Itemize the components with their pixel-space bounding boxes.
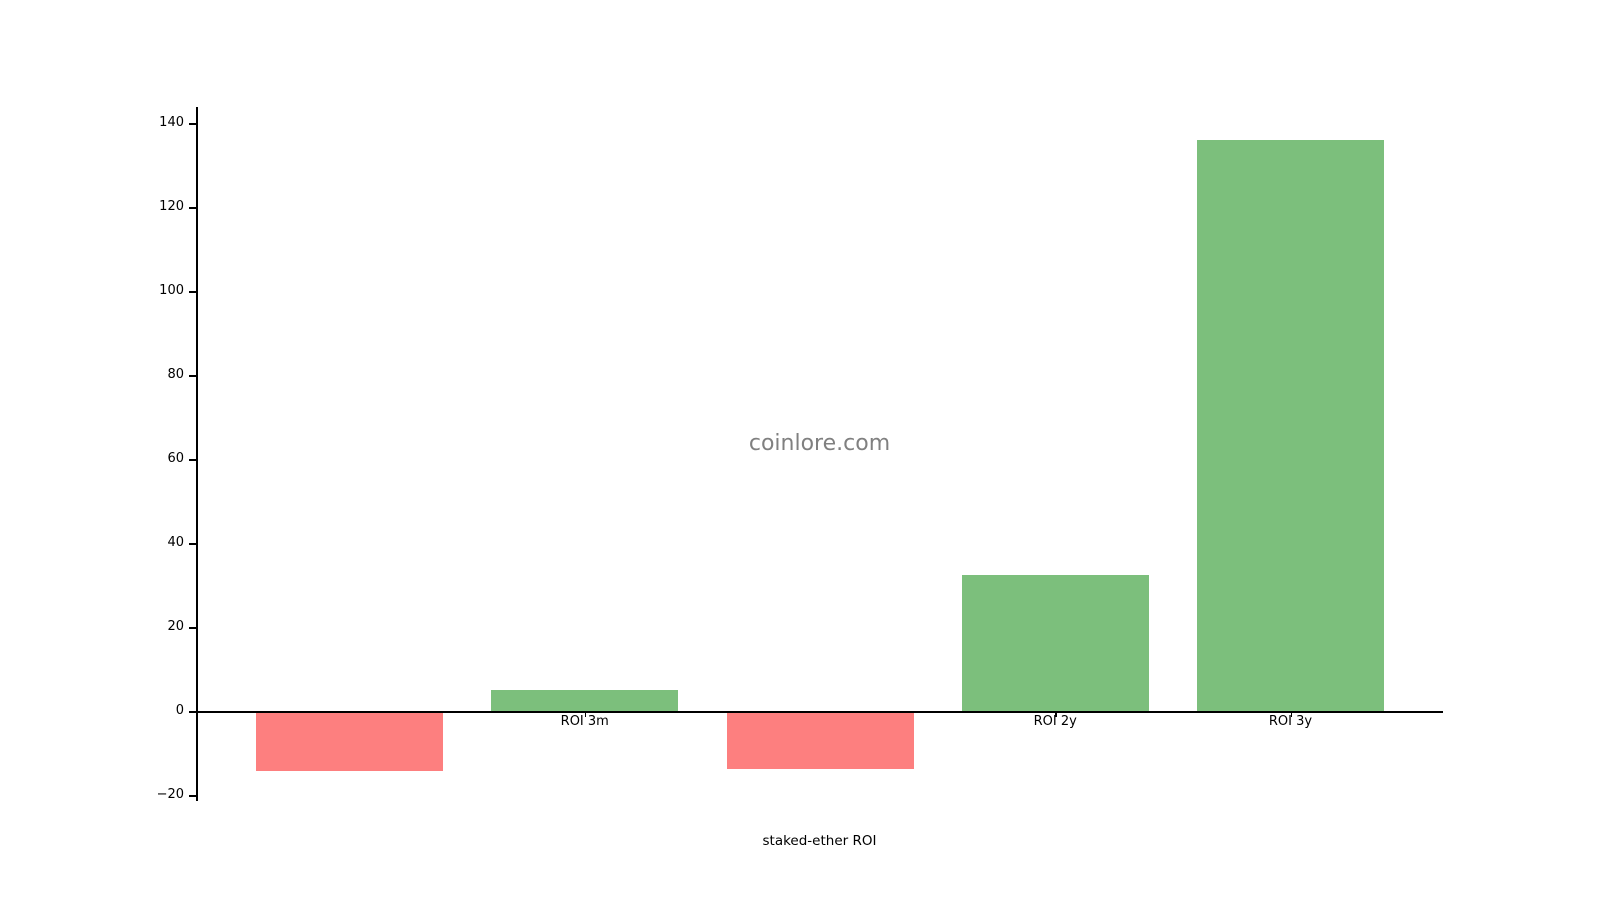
watermark: coinlore.com	[748, 431, 891, 456]
y-tick-label: 100	[159, 283, 184, 298]
y-tick-label: 40	[167, 535, 184, 550]
y-tick-mark	[189, 543, 196, 545]
y-tick-mark	[189, 627, 196, 629]
y-tick-mark	[189, 711, 196, 713]
y-tick-mark	[189, 123, 196, 125]
x-tick-mark	[1055, 712, 1057, 717]
x-tick-mark	[584, 712, 587, 717]
bar-roi-3y	[1197, 139, 1384, 711]
bar-unlabeled-2	[726, 712, 914, 769]
y-tick-mark	[189, 375, 196, 377]
x-tick-mark	[1290, 712, 1293, 717]
bar-unlabeled-0	[256, 712, 443, 771]
x-tick-label: ROI 2y	[1033, 714, 1077, 729]
y-tick-label: 120	[159, 199, 184, 214]
y-tick-mark	[189, 291, 196, 293]
y-tick-label: 0	[175, 703, 184, 718]
x-axis-title: staked-ether ROI	[762, 833, 877, 849]
x-axis-zero-line	[196, 711, 1443, 713]
x-tick-label: ROI 3m	[560, 714, 609, 729]
y-tick-mark	[189, 459, 196, 461]
y-tick-label: 60	[167, 451, 184, 466]
bar-roi-3m	[491, 690, 679, 711]
bar-roi-2y	[961, 574, 1149, 711]
y-tick-mark	[189, 207, 196, 209]
y-tick-label: 80	[167, 367, 184, 382]
y-tick-mark	[189, 795, 196, 797]
y-tick-label: −20	[156, 787, 184, 802]
y-tick-label: 140	[159, 115, 184, 130]
x-tick-label: ROI 3y	[1268, 714, 1313, 729]
y-axis-spine	[196, 107, 198, 801]
y-tick-label: 20	[167, 619, 184, 634]
